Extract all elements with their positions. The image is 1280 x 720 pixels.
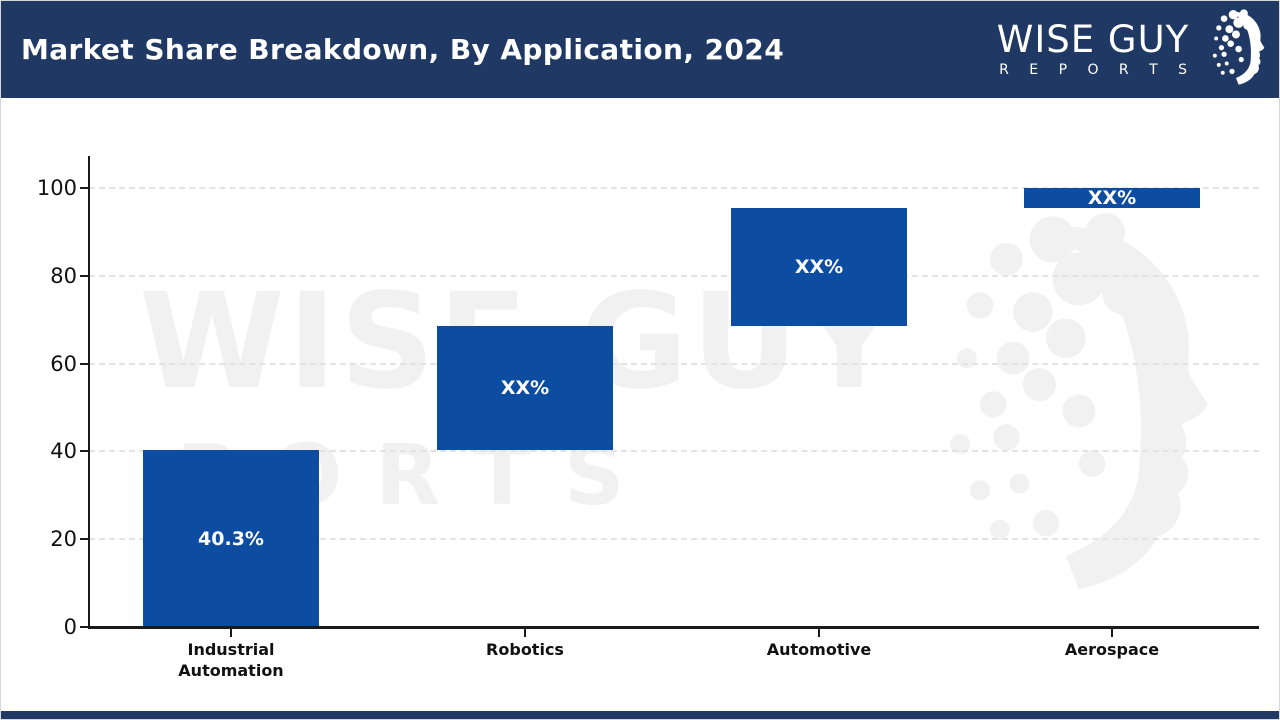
x-tick-mark-aerospace xyxy=(1111,629,1113,637)
category-label-robotics: Robotics xyxy=(486,640,564,659)
brand-head-icon xyxy=(1212,9,1265,85)
category-label-automotive: Automotive xyxy=(766,640,872,659)
category-label-industrial-automation: Industrial Automation xyxy=(178,640,284,680)
y-tick-label-20: 20 xyxy=(50,527,77,552)
y-tick-mark-100 xyxy=(80,187,88,189)
brand-name: WISE GUY xyxy=(996,18,1190,62)
y-tick-mark-20 xyxy=(80,538,88,541)
gridline-40 xyxy=(89,450,1259,453)
bar-label-industrial-automation: 40.3% xyxy=(198,527,264,550)
bar-aerospace xyxy=(1024,188,1200,208)
y-tick-mark-0 xyxy=(80,626,88,628)
header: Market Share Breakdown, By Application, … xyxy=(1,1,1279,98)
bar-label-robotics: XX% xyxy=(500,377,550,400)
bar-robotics xyxy=(437,326,613,451)
y-tick-label-40: 40 xyxy=(50,439,77,464)
x-axis-spine xyxy=(88,626,1259,629)
y-tick-mark-80 xyxy=(80,274,88,277)
gridline-60 xyxy=(89,362,1259,365)
gridline-100 xyxy=(89,187,1259,189)
footer-bar xyxy=(1,711,1279,719)
brand-logo: WISE GUY R E P O R T S xyxy=(991,9,1265,89)
y-axis-spine xyxy=(88,156,90,629)
y-tick-mark-60 xyxy=(80,362,88,365)
x-tick-mark-automotive xyxy=(818,629,820,637)
y-tick-mark-40 xyxy=(80,450,88,453)
y-tick-label-60: 60 xyxy=(50,351,77,376)
category-label-aerospace: Aerospace xyxy=(1064,640,1160,659)
y-tick-label-0: 0 xyxy=(63,615,77,639)
y-tick-label-100: 100 xyxy=(36,176,77,200)
bar-automotive xyxy=(731,207,907,327)
bar-label-automotive: XX% xyxy=(794,256,844,279)
watermark-head-icon xyxy=(950,213,1208,590)
bar-industrial-automation xyxy=(143,450,319,627)
page-title: Market Share Breakdown, By Application, … xyxy=(21,33,785,66)
gridline-20 xyxy=(89,538,1259,541)
x-tick-mark-industrial-automation xyxy=(230,629,232,637)
y-tick-label-80: 80 xyxy=(50,263,77,288)
brand-subtitle: R E P O R T S xyxy=(999,61,1195,78)
gridline-80 xyxy=(89,274,1259,277)
x-tick-mark-robotics xyxy=(524,629,526,637)
bar-label-aerospace: XX% xyxy=(1087,186,1137,209)
